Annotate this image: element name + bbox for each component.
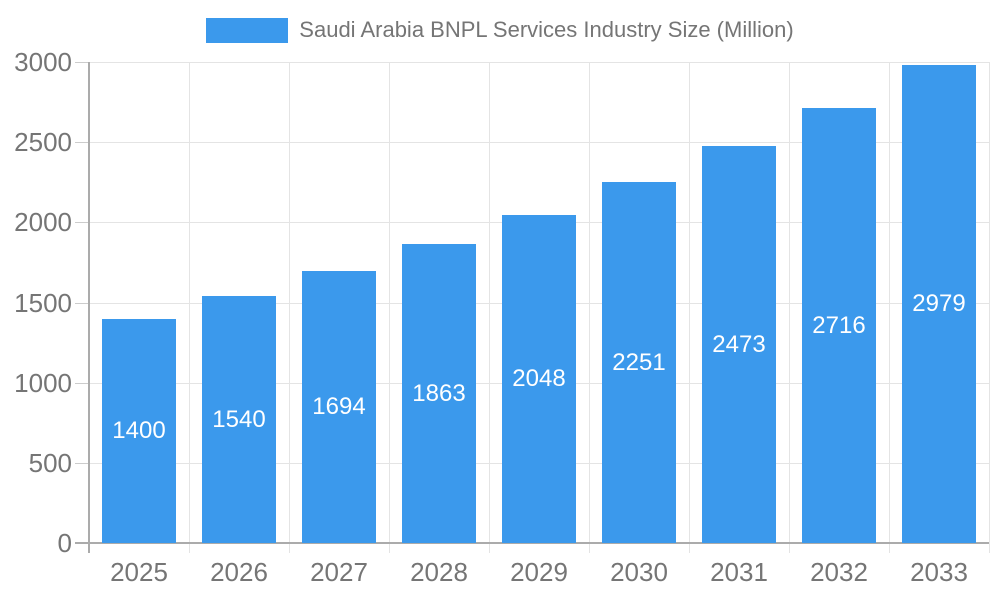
x-gridline	[889, 62, 890, 543]
x-axis-tick	[189, 543, 190, 553]
bar[interactable]: 2716	[802, 108, 876, 543]
bar-value-label: 2048	[512, 365, 566, 392]
x-axis-tick	[989, 543, 990, 553]
x-axis-label: 2033	[910, 557, 968, 587]
y-axis-tick	[75, 142, 89, 143]
bar[interactable]: 1863	[402, 244, 476, 543]
bar[interactable]: 2473	[702, 146, 776, 543]
x-axis-tick	[889, 543, 890, 553]
y-axis-label: 3000	[14, 47, 72, 77]
x-gridline	[789, 62, 790, 543]
x-gridline	[689, 62, 690, 543]
bar-value-label: 2716	[812, 311, 866, 339]
bar-value-label: 1863	[412, 379, 466, 407]
x-axis-tick	[389, 543, 390, 553]
x-gridline	[389, 62, 390, 543]
x-axis-tick	[689, 543, 690, 553]
y-axis-label: 500	[28, 448, 72, 478]
x-axis-label: 2025	[110, 557, 168, 587]
bar-value-label: 1540	[212, 405, 266, 433]
y-axis-label: 0	[57, 528, 72, 558]
x-gridline	[189, 62, 190, 543]
bar-value-label: 2473	[712, 330, 766, 358]
y-axis-tick	[75, 383, 89, 384]
y-axis-label: 2500	[14, 127, 72, 157]
legend-swatch	[206, 17, 289, 43]
x-axis-label: 2028	[410, 557, 468, 587]
x-gridline	[589, 62, 590, 543]
y-gridline	[89, 62, 989, 63]
x-axis-label: 2031	[710, 557, 768, 587]
bar[interactable]: 1400	[102, 319, 176, 543]
bar-value-label: 1694	[312, 393, 366, 420]
x-axis-label: 2027	[310, 557, 368, 587]
bar[interactable]: 2251	[602, 182, 676, 543]
x-gridline	[989, 62, 990, 543]
y-axis-tick	[75, 303, 89, 304]
x-axis-tick	[489, 543, 490, 553]
bar[interactable]: 1540	[202, 296, 276, 543]
x-axis-label: 2026	[210, 557, 268, 587]
x-axis-label: 2032	[810, 557, 868, 587]
x-axis-line	[75, 542, 989, 544]
y-axis-tick	[75, 62, 89, 63]
legend-label: Saudi Arabia BNPL Services Industry Size…	[299, 17, 794, 42]
bar-value-label: 2251	[612, 348, 666, 376]
x-axis-tick	[289, 543, 290, 553]
x-gridline	[489, 62, 490, 543]
x-axis-label: 2030	[610, 557, 668, 587]
x-gridline	[289, 62, 290, 543]
y-axis-tick	[75, 463, 89, 464]
legend[interactable]: Saudi Arabia BNPL Services Industry Size…	[0, 17, 1000, 43]
x-axis-tick	[789, 543, 790, 553]
y-axis-label: 1500	[14, 288, 72, 318]
y-axis-line	[88, 62, 90, 553]
bar-value-label: 2979	[912, 290, 966, 317]
bar[interactable]: 2048	[502, 215, 576, 543]
x-axis-label: 2029	[510, 557, 568, 587]
bar[interactable]: 1694	[302, 271, 376, 543]
x-axis-tick	[589, 543, 590, 553]
bar-value-label: 1400	[112, 417, 166, 444]
y-axis-tick	[75, 222, 89, 223]
y-axis-label: 1000	[14, 368, 72, 398]
y-gridline	[89, 142, 989, 143]
y-axis-label: 2000	[14, 207, 72, 237]
bar[interactable]: 2979	[902, 65, 976, 543]
